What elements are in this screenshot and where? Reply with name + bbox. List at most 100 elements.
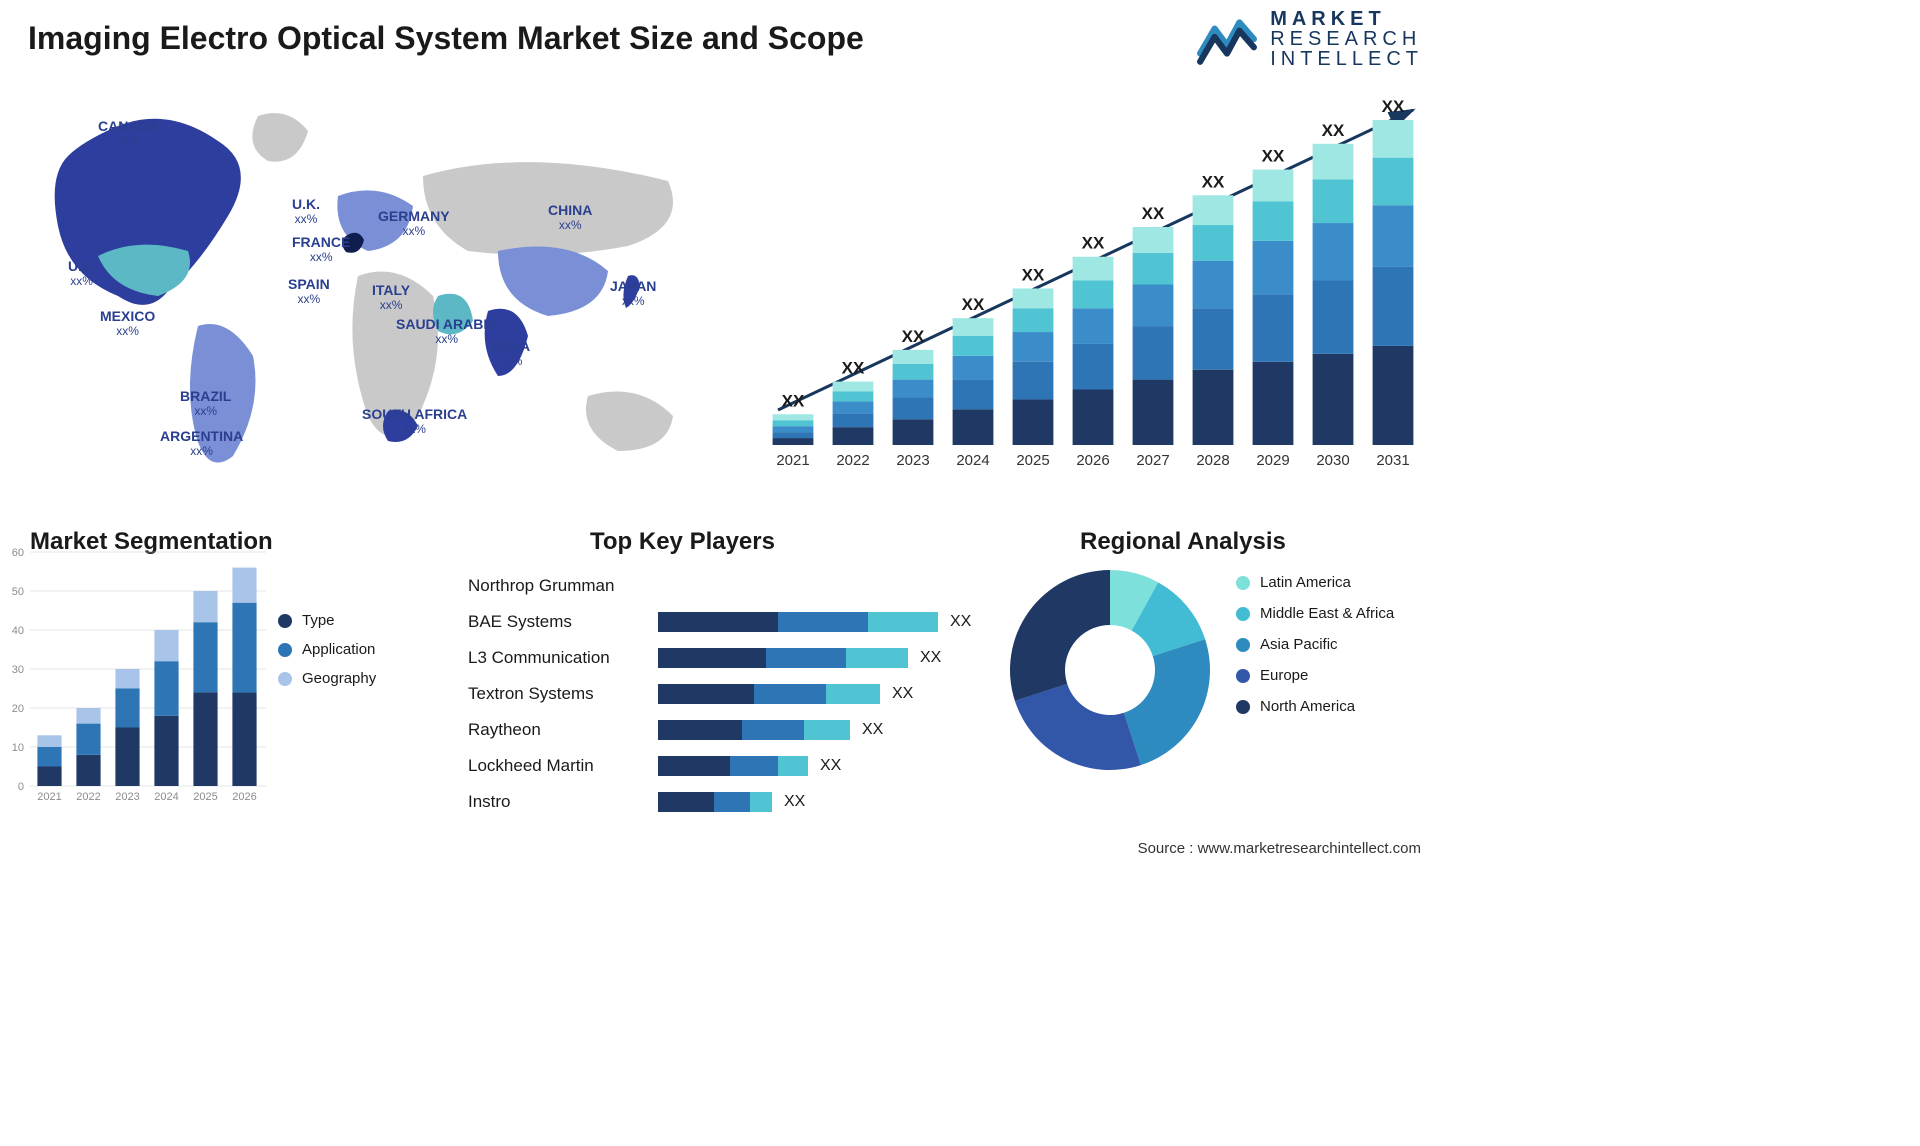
map-label: U.S.xx%	[68, 258, 95, 288]
svg-text:0: 0	[18, 781, 24, 793]
svg-text:2029: 2029	[1256, 452, 1289, 469]
svg-text:XX: XX	[1202, 172, 1225, 191]
logo-text-1: MARKET	[1270, 9, 1423, 29]
svg-text:2024: 2024	[956, 452, 989, 469]
legend-swatch	[1236, 669, 1250, 683]
donut-chart	[1000, 560, 1220, 780]
legend-swatch	[1236, 607, 1250, 621]
legend-item: North America	[1236, 698, 1394, 715]
svg-text:2022: 2022	[76, 791, 100, 803]
player-bar-segment	[714, 792, 750, 812]
player-bar-segment	[750, 792, 772, 812]
source-attribution: Source : www.marketresearchintellect.com	[1138, 840, 1421, 857]
map-label: ARGENTINAxx%	[160, 428, 243, 458]
legend-swatch	[1236, 700, 1250, 714]
svg-text:XX: XX	[1142, 204, 1165, 223]
player-bar-segment	[846, 648, 908, 668]
map-label: GERMANYxx%	[378, 208, 450, 238]
map-label: MEXICOxx%	[100, 308, 155, 338]
player-name: BAE Systems	[468, 612, 658, 632]
legend-swatch	[278, 672, 292, 686]
player-bar-segment	[804, 720, 850, 740]
map-label: U.K.xx%	[292, 196, 320, 226]
svg-text:2023: 2023	[115, 791, 139, 803]
player-row: BAE Systems XX	[468, 606, 988, 638]
player-bar	[658, 720, 850, 740]
key-players-chart: Northrop GrummanBAE SystemsXXL3 Communic…	[468, 570, 988, 830]
brand-logo-icon	[1196, 8, 1258, 70]
map-label: SAUDI ARABIAxx%	[396, 316, 497, 346]
svg-text:2024: 2024	[154, 791, 178, 803]
regional-heading: Regional Analysis	[1080, 528, 1286, 556]
legend-swatch	[278, 614, 292, 628]
page-title: Imaging Electro Optical System Market Si…	[28, 20, 864, 57]
legend-label: Application	[302, 641, 375, 658]
player-row: Instro XX	[468, 786, 988, 818]
legend-label: Asia Pacific	[1260, 636, 1338, 653]
player-bar-segment	[730, 756, 778, 776]
svg-text:XX: XX	[902, 327, 925, 346]
logo-text-3: INTELLECT	[1270, 49, 1423, 69]
player-bar-segment	[868, 612, 938, 632]
logo-text-2: RESEARCH	[1270, 29, 1423, 49]
legend-swatch	[1236, 638, 1250, 652]
map-label: CHINAxx%	[548, 202, 592, 232]
player-name: Northrop Grumman	[468, 576, 658, 596]
legend-label: Geography	[302, 670, 376, 687]
player-row: L3 Communication XX	[468, 642, 988, 674]
legend-label: North America	[1260, 698, 1355, 715]
legend-item: Latin America	[1236, 574, 1394, 591]
players-heading: Top Key Players	[590, 528, 775, 556]
svg-text:2026: 2026	[232, 791, 256, 803]
player-name: Raytheon	[468, 720, 658, 740]
svg-text:10: 10	[12, 742, 24, 754]
svg-text:XX: XX	[842, 359, 865, 378]
legend-item: Type	[278, 612, 376, 629]
player-bar-segment	[778, 612, 868, 632]
player-bar-segment	[658, 756, 730, 776]
svg-text:20: 20	[12, 703, 24, 715]
player-bar	[658, 648, 908, 668]
world-map: CANADAxx%U.S.xx%MEXICOxx%BRAZILxx%ARGENT…	[28, 86, 718, 476]
svg-text:2031: 2031	[1376, 452, 1409, 469]
legend-label: Middle East & Africa	[1260, 605, 1394, 622]
svg-text:60: 60	[12, 547, 24, 559]
player-bar-segment	[658, 684, 754, 704]
player-value: XX	[820, 757, 841, 775]
legend-label: Latin America	[1260, 574, 1351, 591]
player-value: XX	[784, 793, 805, 811]
player-bar-segment	[826, 684, 880, 704]
svg-text:XX: XX	[782, 391, 805, 410]
player-bar-segment	[658, 720, 742, 740]
svg-text:2025: 2025	[193, 791, 217, 803]
player-value: XX	[892, 685, 913, 703]
player-bar-segment	[742, 720, 804, 740]
svg-text:2022: 2022	[836, 452, 869, 469]
player-value: XX	[920, 649, 941, 667]
player-name: Instro	[468, 792, 658, 812]
segmentation-legend: Type Application Geography	[278, 600, 376, 699]
map-label: SPAINxx%	[288, 276, 330, 306]
player-name: L3 Communication	[468, 648, 658, 668]
legend-item: Asia Pacific	[1236, 636, 1394, 653]
map-label: JAPANxx%	[610, 278, 656, 308]
svg-text:XX: XX	[1382, 97, 1405, 116]
map-label: FRANCExx%	[292, 234, 350, 264]
svg-text:XX: XX	[1022, 265, 1045, 284]
player-bar-segment	[778, 756, 808, 776]
legend-swatch	[1236, 576, 1250, 590]
svg-text:50: 50	[12, 586, 24, 598]
svg-text:XX: XX	[1322, 121, 1345, 140]
map-label: BRAZILxx%	[180, 388, 231, 418]
legend-item: Europe	[1236, 667, 1394, 684]
player-value: XX	[950, 613, 971, 631]
player-name: Lockheed Martin	[468, 756, 658, 776]
player-bar	[658, 792, 772, 812]
svg-text:2028: 2028	[1196, 452, 1229, 469]
player-name: Textron Systems	[468, 684, 658, 704]
legend-item: Geography	[278, 670, 376, 687]
player-row: Lockheed Martin XX	[468, 750, 988, 782]
regional-legend: Latin America Middle East & Africa Asia Pa…	[1236, 560, 1394, 830]
svg-text:40: 40	[12, 625, 24, 637]
player-row: RaytheonXX	[468, 714, 988, 746]
